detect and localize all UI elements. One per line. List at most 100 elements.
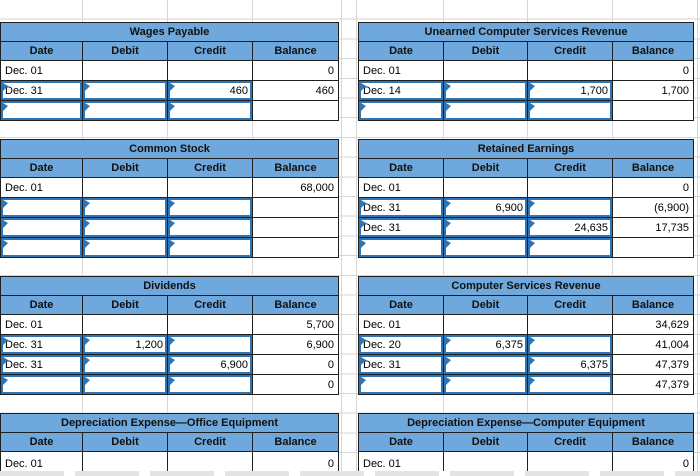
debit-input-cell[interactable]: 6,900 xyxy=(444,198,528,218)
date-input-cell[interactable] xyxy=(1,198,83,218)
input-flag-icon xyxy=(85,240,90,248)
date-input-cell[interactable]: Dec. 31 xyxy=(1,81,83,101)
input-flag-icon xyxy=(530,220,535,228)
column-header-row: Date Debit Credit Balance xyxy=(359,42,694,61)
credit-input-cell[interactable]: 6,375 xyxy=(528,355,613,375)
date-input-cell[interactable] xyxy=(359,101,444,121)
column-header-debit: Debit xyxy=(444,42,528,61)
debit-input-cell[interactable] xyxy=(83,198,168,218)
date-input-cell[interactable]: Dec. 31 xyxy=(359,218,444,238)
date-input-cell[interactable] xyxy=(359,238,444,258)
column-header-credit: Credit xyxy=(168,296,253,315)
balance-cell: 5,700 xyxy=(253,315,339,335)
column-header-debit: Debit xyxy=(83,159,168,178)
input-flag-icon xyxy=(3,83,8,91)
column-header-row: Date Debit Credit Balance xyxy=(359,296,694,315)
input-flag-icon xyxy=(446,377,451,385)
credit-input-cell[interactable]: 6,900 xyxy=(168,355,253,375)
debit-input-cell[interactable] xyxy=(83,238,168,258)
debit-input-cell[interactable] xyxy=(83,218,168,238)
date-input-cell[interactable] xyxy=(359,375,444,395)
ledger-row: Dec. 31 1,200 6,900 xyxy=(1,335,339,355)
ledger-row: Dec. 01 5,700 xyxy=(1,315,339,335)
account-title: Wages Payable xyxy=(1,23,339,42)
credit-cell xyxy=(528,315,613,335)
credit-input-cell[interactable]: 24,635 xyxy=(528,218,613,238)
ledger-row: Dec. 14 1,700 1,700 xyxy=(359,81,694,101)
credit-input-cell[interactable] xyxy=(168,198,253,218)
column-header-credit: Credit xyxy=(168,159,253,178)
credit-input-cell[interactable] xyxy=(168,101,253,121)
debit-cell xyxy=(444,315,528,335)
input-flag-icon xyxy=(170,357,175,365)
date-input-cell[interactable] xyxy=(1,218,83,238)
account-title: Retained Earnings xyxy=(359,140,694,159)
balance-cell: 17,735 xyxy=(613,218,694,238)
debit-input-cell[interactable] xyxy=(444,81,528,101)
credit-input-cell[interactable] xyxy=(168,218,253,238)
input-flag-icon xyxy=(170,240,175,248)
credit-input-cell[interactable] xyxy=(168,238,253,258)
date-cell: Dec. 01 xyxy=(1,315,83,335)
date-input-cell[interactable] xyxy=(1,101,83,121)
credit-input-cell[interactable]: 1,700 xyxy=(528,81,613,101)
date-input-cell[interactable]: Dec. 31 xyxy=(359,355,444,375)
debit-input-cell[interactable] xyxy=(83,101,168,121)
debit-input-cell[interactable] xyxy=(83,81,168,101)
date-input-cell[interactable]: Dec. 14 xyxy=(359,81,444,101)
ledger-row: 0 xyxy=(1,375,339,395)
credit-input-cell[interactable] xyxy=(168,375,253,395)
balance-cell: 0 xyxy=(253,375,339,395)
debit-input-cell[interactable] xyxy=(83,375,168,395)
column-header-balance: Balance xyxy=(253,433,339,452)
column-header-row: Date Debit Credit Balance xyxy=(1,42,339,61)
balance-cell: 34,629 xyxy=(613,315,694,335)
credit-input-cell[interactable] xyxy=(528,375,613,395)
credit-input-cell[interactable]: 460 xyxy=(168,81,253,101)
balance-cell: 41,004 xyxy=(613,335,694,355)
table-depreciation-expense-office-equipment: Depreciation Expense—Office Equipment Da… xyxy=(0,413,339,476)
date-cell: Dec. 01 xyxy=(359,178,444,198)
ledger-row: Dec. 01 0 xyxy=(359,61,694,81)
input-flag-icon xyxy=(170,103,175,111)
input-flag-icon xyxy=(446,83,451,91)
ledger-row xyxy=(359,101,694,121)
debit-input-cell[interactable]: 1,200 xyxy=(83,335,168,355)
credit-input-cell[interactable] xyxy=(528,238,613,258)
table-computer-services-revenue: Computer Services Revenue Date Debit Cre… xyxy=(358,276,694,395)
input-flag-icon xyxy=(3,220,8,228)
account-title: Dividends xyxy=(1,277,339,296)
date-input-cell[interactable] xyxy=(1,238,83,258)
debit-input-cell[interactable] xyxy=(444,218,528,238)
credit-input-cell[interactable] xyxy=(528,101,613,121)
debit-input-cell[interactable] xyxy=(444,355,528,375)
credit-input-cell[interactable] xyxy=(528,335,613,355)
column-header-credit: Credit xyxy=(528,42,613,61)
table-wages-payable: Wages Payable Date Debit Credit Balance … xyxy=(0,22,339,121)
date-input-cell[interactable]: Dec. 31 xyxy=(1,355,83,375)
column-header-date: Date xyxy=(1,433,83,452)
account-title: Common Stock xyxy=(1,140,339,159)
input-flag-icon xyxy=(361,103,366,111)
input-flag-icon xyxy=(3,200,8,208)
column-header-date: Date xyxy=(1,159,83,178)
input-flag-icon xyxy=(530,337,535,345)
debit-input-cell[interactable]: 6,375 xyxy=(444,335,528,355)
input-flag-icon xyxy=(170,83,175,91)
credit-input-cell[interactable] xyxy=(528,198,613,218)
date-input-cell[interactable] xyxy=(1,375,83,395)
table-unearned-computer-services-revenue: Unearned Computer Services Revenue Date … xyxy=(358,22,694,121)
debit-input-cell[interactable] xyxy=(444,238,528,258)
input-flag-icon xyxy=(361,357,366,365)
debit-input-cell[interactable] xyxy=(83,355,168,375)
debit-input-cell[interactable] xyxy=(444,101,528,121)
column-header-credit: Credit xyxy=(168,433,253,452)
date-input-cell[interactable]: Dec. 31 xyxy=(1,335,83,355)
input-flag-icon xyxy=(170,200,175,208)
balance-cell xyxy=(253,238,339,258)
debit-input-cell[interactable] xyxy=(444,375,528,395)
column-header-date: Date xyxy=(359,296,444,315)
date-input-cell[interactable]: Dec. 31 xyxy=(359,198,444,218)
date-input-cell[interactable]: Dec. 20 xyxy=(359,335,444,355)
credit-input-cell[interactable] xyxy=(168,335,253,355)
